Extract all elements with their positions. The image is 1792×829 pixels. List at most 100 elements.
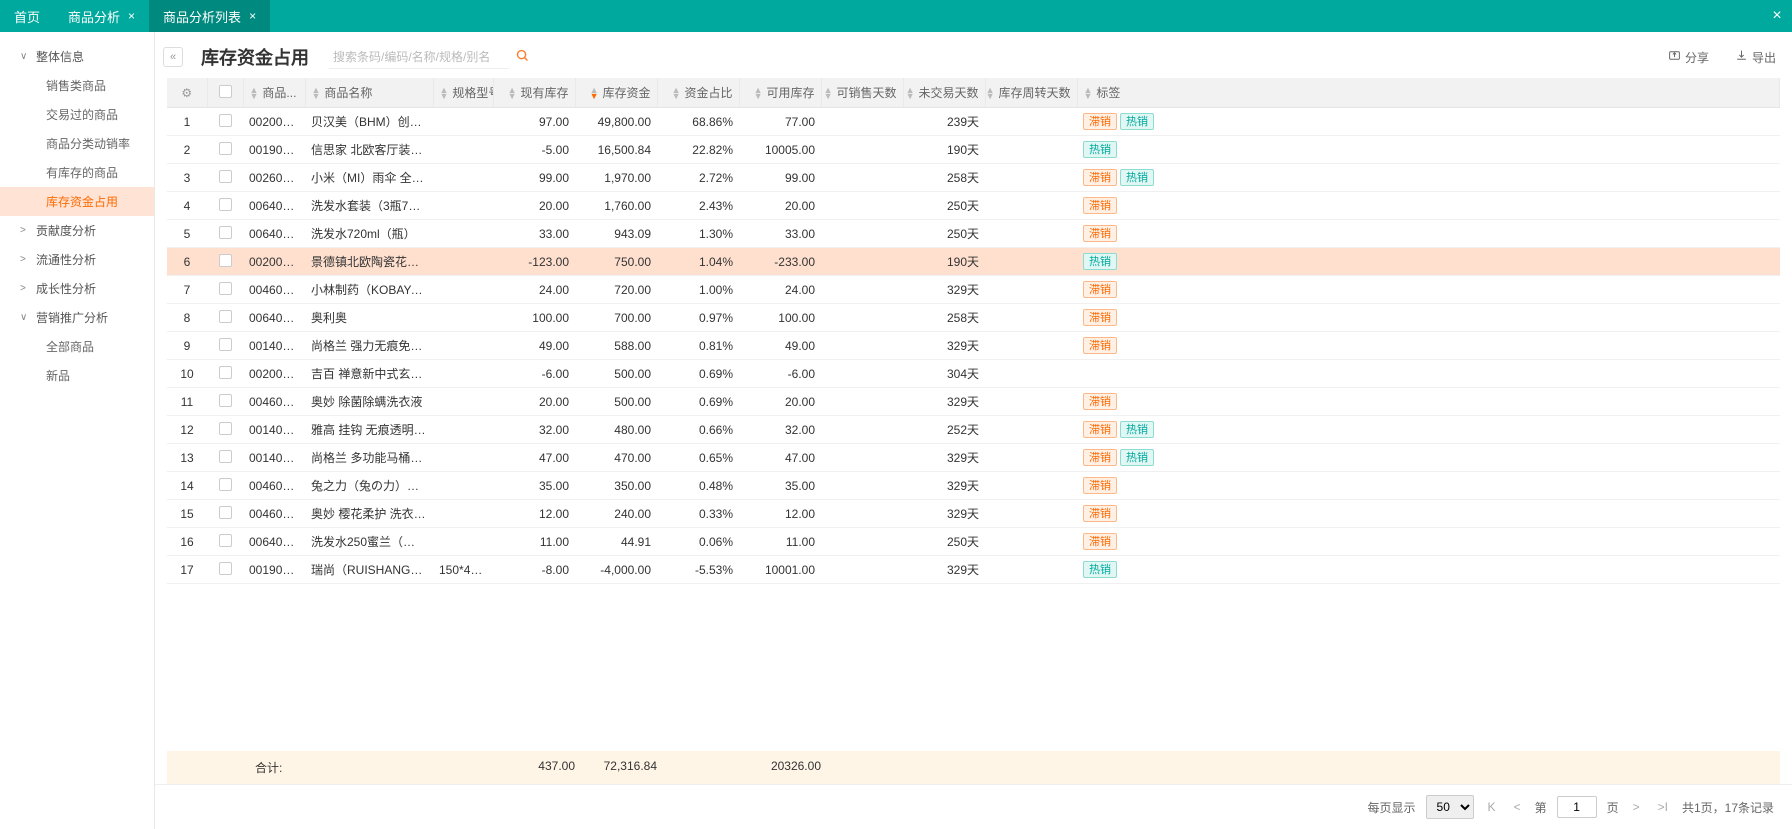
close-icon[interactable]: × <box>128 9 135 23</box>
row-checkbox[interactable] <box>219 226 232 239</box>
row-checkbox[interactable] <box>219 310 232 323</box>
close-all-tabs-button[interactable]: × <box>1762 0 1792 32</box>
sidebar-item[interactable]: 商品分类动销率 <box>0 129 154 158</box>
column-header[interactable]: ▲▼标签 <box>1077 78 1780 108</box>
top-tab[interactable]: 商品分析列表× <box>149 0 270 32</box>
sidebar-item[interactable]: 交易过的商品 <box>0 100 154 129</box>
sort-icon[interactable]: ▲▼ <box>312 87 321 99</box>
close-icon[interactable]: × <box>249 9 256 23</box>
share-button[interactable]: 分享 <box>1668 49 1709 66</box>
cell-turndays <box>985 304 1077 332</box>
prev-page-button[interactable]: < <box>1510 800 1525 814</box>
top-tab[interactable]: 商品分析× <box>54 0 149 32</box>
row-checkbox[interactable] <box>219 282 232 295</box>
sidebar-group[interactable]: >贡献度分析 <box>0 216 154 245</box>
cell-avail: -233.00 <box>739 248 821 276</box>
row-checkbox[interactable] <box>219 142 232 155</box>
column-header[interactable]: ▲▼可销售天数 <box>821 78 903 108</box>
sort-icon[interactable]: ▲▼ <box>508 87 517 99</box>
search-input[interactable] <box>329 46 509 69</box>
sidebar-group[interactable]: >流通性分析 <box>0 245 154 274</box>
tag-slow: 滞销 <box>1083 169 1117 186</box>
table-row[interactable]: 6002000...景德镇北欧陶瓷花瓶摆件 仿-123.00750.001.04… <box>167 248 1780 276</box>
table-row[interactable]: 1002000...贝汉美（BHM）创意北欧样97.0049,800.0068.… <box>167 108 1780 136</box>
table-row[interactable]: 17001900...瑞尚（RUISHANG）卧室T150*40厘米-8.00-… <box>167 556 1780 584</box>
column-header[interactable]: ▲▼可用库存 <box>739 78 821 108</box>
column-header[interactable]: ▲▼商品名称 <box>305 78 433 108</box>
page-input[interactable] <box>1557 796 1597 818</box>
sort-icon[interactable]: ▲▼ <box>1084 87 1093 99</box>
row-checkbox[interactable] <box>219 366 232 379</box>
sidebar-item[interactable]: 全部商品 <box>0 332 154 361</box>
row-checkbox[interactable] <box>219 394 232 407</box>
first-page-button[interactable]: K <box>1484 800 1500 814</box>
select-all-checkbox[interactable] <box>219 85 232 98</box>
sort-icon[interactable]: ▲▼ <box>590 87 599 99</box>
last-page-button[interactable]: >I <box>1654 800 1672 814</box>
table-row[interactable]: 14004600...兔之力（兔の力）粘毛器黏35.00350.000.48%3… <box>167 472 1780 500</box>
row-index: 10 <box>167 360 207 388</box>
table-row[interactable]: 7004600...小林制药（KOBAYASHI）E24.00720.001.0… <box>167 276 1780 304</box>
column-header[interactable]: ▲▼库存周转天数 <box>985 78 1077 108</box>
table-row[interactable]: 12001400...雅高 挂钩 无痕透明粘钩 强32.00480.000.66… <box>167 416 1780 444</box>
column-header[interactable]: ▲▼商品... <box>243 78 305 108</box>
row-checkbox[interactable] <box>219 338 232 351</box>
table-row[interactable]: 8006400...奥利奥100.00700.000.97%100.00258天… <box>167 304 1780 332</box>
tag-hot: 热销 <box>1120 113 1154 130</box>
sort-icon[interactable]: ▲▼ <box>440 87 449 99</box>
table-row[interactable]: 16006400...洗发水250蜜兰（袋）11.0044.910.06%11.… <box>167 528 1780 556</box>
cell-code: 006400... <box>243 192 305 220</box>
per-page-select[interactable]: 50 <box>1426 795 1474 819</box>
column-header[interactable]: ▲▼未交易天数 <box>903 78 985 108</box>
gear-icon[interactable]: ⚙ <box>181 86 192 100</box>
row-checkbox[interactable] <box>219 506 232 519</box>
cell-sdays <box>821 472 903 500</box>
sort-icon[interactable]: ▲▼ <box>824 87 833 99</box>
sidebar-item[interactable]: 销售类商品 <box>0 71 154 100</box>
export-button[interactable]: 导出 <box>1735 49 1776 66</box>
table-row[interactable]: 4006400...洗发水套装（3瓶720ml+1）20.001,760.002… <box>167 192 1780 220</box>
cell-sdays <box>821 220 903 248</box>
sort-icon[interactable]: ▲▼ <box>754 87 763 99</box>
table-row[interactable]: 2001900...信思家 北欧客厅装饰画卧室-5.0016,500.8422.… <box>167 136 1780 164</box>
sidebar-item[interactable]: 有库存的商品 <box>0 158 154 187</box>
row-index: 13 <box>167 444 207 472</box>
row-checkbox[interactable] <box>219 534 232 547</box>
row-checkbox[interactable] <box>219 450 232 463</box>
row-checkbox[interactable] <box>219 114 232 127</box>
table-row[interactable]: 5006400...洗发水720ml（瓶）33.00943.091.30%33.… <box>167 220 1780 248</box>
cell-spec: 150*40厘米 <box>433 556 493 584</box>
sidebar-group[interactable]: ∨整体信息 <box>0 42 154 71</box>
table-row[interactable]: 10002000...吉百 禅意新中式玄关摆件客-6.00500.000.69%… <box>167 360 1780 388</box>
sort-icon[interactable]: ▲▼ <box>672 87 681 99</box>
table-row[interactable]: 9001400...尚格兰 强力无痕免打孔浴室49.00588.000.81%4… <box>167 332 1780 360</box>
sidebar-group[interactable]: ∨营销推广分析 <box>0 303 154 332</box>
sort-icon[interactable]: ▲▼ <box>986 87 995 99</box>
search-icon[interactable] <box>515 48 530 66</box>
row-checkbox[interactable] <box>219 562 232 575</box>
sidebar-item[interactable]: 新品 <box>0 361 154 390</box>
cell-pct: 68.86% <box>657 108 739 136</box>
sort-icon[interactable]: ▲▼ <box>906 87 915 99</box>
column-header[interactable]: ▲▼库存资金 <box>575 78 657 108</box>
row-checkbox[interactable] <box>219 422 232 435</box>
table-row[interactable]: 3002600...小米（MI）雨伞 全自动折叠99.001,970.002.7… <box>167 164 1780 192</box>
row-checkbox[interactable] <box>219 170 232 183</box>
next-page-button[interactable]: > <box>1629 800 1644 814</box>
sidebar-item[interactable]: 库存资金占用 <box>0 187 154 216</box>
tag-slow: 滞销 <box>1083 113 1117 130</box>
collapse-sidebar-button[interactable]: « <box>163 47 183 67</box>
column-header[interactable]: ▲▼资金占比 <box>657 78 739 108</box>
row-checkbox[interactable] <box>219 254 232 267</box>
table-row[interactable]: 15004600...奥妙 樱花柔护 洗衣凝珠 1012.00240.000.3… <box>167 500 1780 528</box>
table-row[interactable]: 13001400...尚格兰 多功能马桶刷套装 男47.00470.000.65… <box>167 444 1780 472</box>
cell-code: 002000... <box>243 360 305 388</box>
column-header[interactable]: ▲▼规格型号 <box>433 78 493 108</box>
sidebar-group[interactable]: >成长性分析 <box>0 274 154 303</box>
row-checkbox[interactable] <box>219 198 232 211</box>
table-row[interactable]: 11004600...奥妙 除菌除螨洗衣液20.00500.000.69%20.… <box>167 388 1780 416</box>
top-tab[interactable]: 首页 <box>0 0 54 32</box>
column-header[interactable]: ▲▼现有库存 <box>493 78 575 108</box>
sort-icon[interactable]: ▲▼ <box>250 87 259 99</box>
row-checkbox[interactable] <box>219 478 232 491</box>
